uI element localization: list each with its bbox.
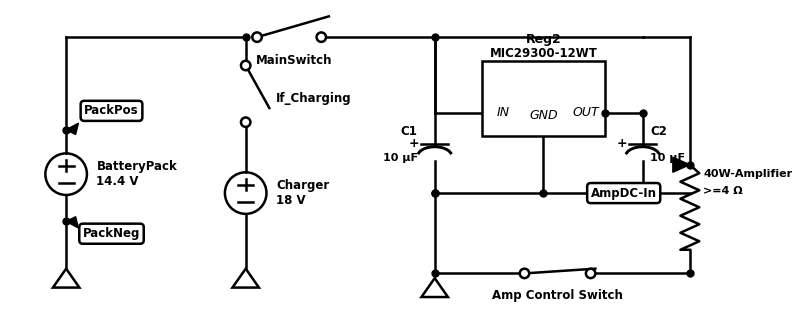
Text: Amp Control Switch: Amp Control Switch (492, 289, 623, 301)
Text: 10 μF: 10 μF (382, 153, 418, 163)
Text: 10 μF: 10 μF (650, 153, 685, 163)
Polygon shape (66, 217, 78, 228)
Circle shape (252, 32, 262, 42)
Text: C2: C2 (650, 125, 667, 138)
Circle shape (241, 61, 250, 70)
Text: OUT: OUT (573, 106, 599, 119)
Text: +: + (409, 137, 419, 150)
Text: Reg2: Reg2 (526, 34, 562, 46)
Circle shape (317, 32, 326, 42)
FancyBboxPatch shape (482, 61, 605, 136)
Text: AmpDC-In: AmpDC-In (590, 187, 657, 200)
Circle shape (586, 269, 595, 278)
Polygon shape (673, 157, 690, 172)
Text: GND: GND (529, 109, 558, 122)
Text: BatteryPack
14.4 V: BatteryPack 14.4 V (96, 160, 177, 188)
Polygon shape (66, 123, 78, 134)
Text: MIC29300-12WT: MIC29300-12WT (490, 47, 598, 60)
Text: IN: IN (496, 106, 510, 119)
Circle shape (520, 269, 529, 278)
Text: C1: C1 (401, 125, 418, 138)
Circle shape (241, 117, 250, 127)
Text: PackPos: PackPos (84, 104, 139, 117)
Text: MainSwitch: MainSwitch (256, 54, 332, 67)
Text: 40W-Amplifier: 40W-Amplifier (703, 169, 792, 179)
Text: Charger
18 V: Charger 18 V (276, 179, 329, 207)
Text: If_Charging: If_Charging (276, 92, 351, 105)
Text: PackNeg: PackNeg (83, 227, 140, 240)
Text: >=4 Ω: >=4 Ω (703, 186, 742, 196)
Text: +: + (617, 137, 627, 150)
